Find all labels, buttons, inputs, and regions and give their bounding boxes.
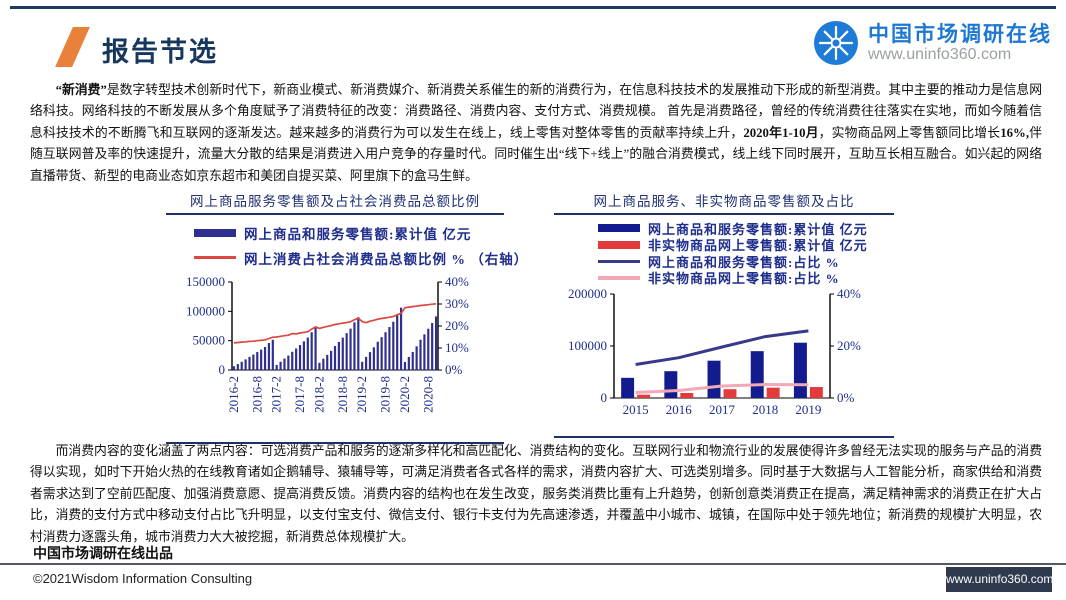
chart2-bottom-rule — [554, 436, 894, 438]
svg-text:10%: 10% — [445, 340, 469, 355]
legend-item: 非实物商品网上零售额:累计值 亿元 — [598, 237, 894, 254]
chart2-top-rule — [554, 213, 894, 215]
footer-copyright: ©2021Wisdom Information Consulting — [33, 571, 253, 586]
svg-text:30%: 30% — [445, 296, 469, 311]
slash-logo-icon — [55, 27, 90, 67]
legend-item: 网上消费占社会消费品总额比例 % （右轴） — [194, 245, 527, 270]
chart2-plot: 0 100000 200000 0% 20% 40% 2015 2016 2017 2018 201… — [568, 286, 861, 417]
svg-text:100000: 100000 — [568, 338, 607, 353]
brand-text: 中国市场调研在线 www.uninfo360.com — [868, 23, 1052, 64]
footer-site-link[interactable]: www.uninfo360.com — [946, 567, 1053, 592]
svg-text:2020-8: 2020-8 — [420, 376, 435, 413]
svg-text:2016-8: 2016-8 — [249, 376, 264, 413]
top-border — [10, 6, 1056, 9]
legend-line-swatch — [598, 276, 640, 280]
svg-text:2018-8: 2018-8 — [335, 376, 350, 413]
legend-bar-swatch — [598, 240, 640, 249]
footer-divider — [0, 563, 1066, 565]
brand-link[interactable]: 中国市场调研在线 www.uninfo360.com — [813, 20, 1052, 66]
text-segment: ，实物商品网上零售额同比增长 — [818, 125, 1001, 140]
svg-text:2019: 2019 — [795, 402, 821, 417]
svg-text:2017-2: 2017-2 — [269, 376, 284, 413]
brand-url: www.uninfo360.com — [868, 45, 1012, 63]
svg-text:20%: 20% — [837, 338, 861, 353]
chart1-plot: 0 50000 100000 150000 0% 10% 20% 30% 40% 2016-2 20… — [186, 274, 469, 413]
svg-text:0: 0 — [601, 390, 608, 405]
legend-bar-swatch — [598, 224, 640, 233]
svg-text:100000: 100000 — [186, 303, 225, 318]
svg-text:2017: 2017 — [709, 402, 736, 417]
svg-text:2019-8: 2019-8 — [378, 376, 393, 413]
svg-text:50000: 50000 — [193, 333, 226, 348]
chart2-legend: 网上商品和服务零售额:累计值 亿元 非实物商品网上零售额:累计值 亿元 网上商品和服… — [598, 220, 894, 286]
svg-text:150000: 150000 — [186, 274, 225, 289]
legend-item: 网上商品和服务零售额:累计值 亿元 — [598, 220, 894, 237]
page-title: 报告节选 — [102, 37, 218, 67]
legend-item: 非实物商品网上零售额:占比 % — [598, 270, 894, 287]
text-segment: “新消费” — [55, 83, 107, 97]
text-segment: 是数字转型技术创新时代下，新商业模式、新消费媒介、新消费关系催生的新的消费行为，… — [30, 83, 1043, 140]
legend-label: 非实物商品网上零售额:累计值 亿元 — [648, 238, 868, 254]
svg-text:200000: 200000 — [568, 286, 607, 301]
legend-bar-swatch — [194, 228, 236, 237]
analysis-paragraph: 而消费内容的变化涵盖了两点内容：可选消费产品和服务的逐渐多样化和高匹配化、消费结… — [30, 441, 1042, 548]
svg-text:40%: 40% — [445, 274, 469, 289]
legend-label: 网上消费占社会消费品总额比例 % （右轴） — [244, 251, 529, 267]
brand-logo-icon — [814, 21, 858, 65]
legend-label: 网上商品和服务零售额:占比 % — [648, 254, 840, 270]
intro-paragraph: “新消费”是数字转型技术创新时代下，新商业模式、新消费媒介、新消费关系催生的新的… — [30, 80, 1042, 187]
chart1-top-rule — [166, 213, 504, 215]
chart-online-retail-ratio: 网上商品服务零售额及占社会消费品总额比例 网上商品和服务零售额:累计值 亿元 网上… — [166, 190, 527, 444]
chart-nonphysical-retail-ratio: 网上商品服务、非实物商品零售额及占比 网上商品和服务零售额:累计值 亿元 非实物商… — [554, 190, 894, 438]
svg-text:2017-8: 2017-8 — [292, 376, 307, 413]
svg-text:0: 0 — [219, 362, 226, 377]
brand-name: 中国市场调研在线 — [868, 22, 1052, 46]
chart1-legend: 网上商品和服务零售额:累计值 亿元网上消费占社会消费品总额比例 % （右轴） — [194, 220, 527, 270]
chart1-bottom-rule — [166, 442, 504, 444]
svg-text:2018: 2018 — [752, 402, 778, 417]
chart1-title: 网上商品服务零售额及占社会消费品总额比例 — [190, 194, 480, 209]
svg-text:0%: 0% — [837, 390, 855, 405]
svg-text:2020-2: 2020-2 — [397, 376, 412, 413]
legend-item: 网上商品和服务零售额:累计值 亿元 — [194, 220, 504, 245]
svg-text:40%: 40% — [837, 286, 861, 301]
text-segment: 16%, — [1000, 125, 1030, 140]
legend-label: 网上商品和服务零售额:累计值 亿元 — [244, 226, 472, 242]
svg-text:2016: 2016 — [666, 402, 693, 417]
footer-produced-by: 中国市场调研在线出品 — [33, 545, 173, 561]
legend-label: 网上商品和服务零售额:累计值 亿元 — [648, 221, 868, 237]
text-segment: 伴随互联网普及率的快速提升，流量大分散的结果是消费进入用户竞争的存量时代。同时催… — [30, 125, 1043, 183]
svg-text:0%: 0% — [445, 362, 463, 377]
svg-text:2018-2: 2018-2 — [311, 376, 326, 413]
legend-line-swatch — [598, 259, 640, 263]
svg-text:2019-2: 2019-2 — [354, 376, 369, 413]
svg-text:2015: 2015 — [623, 402, 649, 417]
svg-text:2016-2: 2016-2 — [226, 376, 241, 413]
legend-label: 非实物商品网上零售额:占比 % — [648, 271, 840, 287]
text-segment: 而消费内容的变化涵盖了两点内容：可选消费产品和服务的逐渐多样化和高匹配化、消费结… — [30, 444, 1042, 544]
chart2-title: 网上商品服务、非实物商品零售额及占比 — [593, 194, 855, 209]
legend-item: 网上商品和服务零售额:占比 % — [598, 253, 894, 270]
text-segment: 2020年1-10月 — [743, 125, 819, 140]
legend-line-swatch — [194, 255, 236, 260]
svg-text:20%: 20% — [445, 318, 469, 333]
